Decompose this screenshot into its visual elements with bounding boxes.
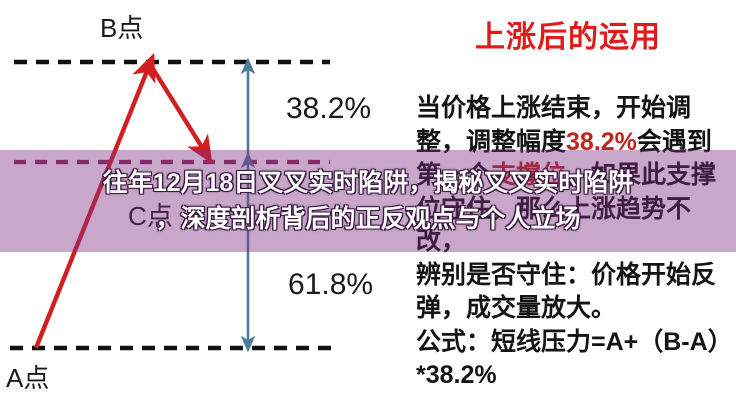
annotation-61-8-percent: 61.8% (288, 268, 374, 301)
body-line-7: 公式：短线压力=A+（B-A） (416, 326, 734, 359)
chart-canvas (10, 52, 332, 353)
body-line-4: 位守住，那么上涨趋势不改， (416, 193, 734, 258)
body-line-7-text: 公式：短线压力=A+（B-A） (416, 327, 733, 356)
fibonacci-retracement-chart: B点 C点 A点 38.2% 61.8% (6, 13, 374, 393)
label-b-point: B点 (100, 13, 144, 43)
body-line-3-prefix: 第一个 (416, 161, 492, 189)
body-line-4-text: 位守住，那么上涨趋势不改， (416, 194, 692, 256)
body-line-3-highlight: 支撑位 (491, 161, 567, 189)
body-line-2-highlight: 38.2% (566, 127, 637, 156)
body-line-8-text: *38.2% (416, 361, 497, 389)
body-line-6: 弹，成交量放大。 (416, 292, 734, 325)
label-a-point: A点 (6, 363, 50, 393)
body-line-3-suffix: ，如果此支撑 (566, 161, 717, 189)
article-headline: 上涨后的运用 (475, 21, 661, 54)
body-line-1-text: 当价格上涨结束，开始调 (416, 94, 692, 122)
body-line-5-text: 辨别是否守住：价格开始反 (416, 260, 717, 289)
price-fall-arrow (148, 62, 213, 164)
label-c-point: C点 (128, 201, 173, 231)
body-line-5: 辨别是否守住：价格开始反 (416, 259, 734, 292)
body-line-2: 整，调整幅度38.2%会遇到 (416, 126, 734, 159)
body-line-2-suffix: 会遇到 (636, 127, 712, 156)
article-text-panel: 上涨后的运用 当价格上涨结束，开始调 整，调整幅度38.2%会遇到 第一个支撑位… (400, 0, 736, 400)
body-line-2-prefix: 整，调整幅度 (416, 127, 567, 156)
body-line-3: 第一个支撑位，如果此支撑 (416, 159, 734, 192)
body-line-1: 当价格上涨结束，开始调 (416, 92, 734, 125)
price-rise-arrow (33, 52, 156, 349)
overlay-banner-background (0, 150, 736, 252)
annotation-38-2-percent: 38.2% (286, 92, 372, 125)
body-line-8: *38.2% (416, 359, 734, 392)
article-body: 当价格上涨结束，开始调 整，调整幅度38.2%会遇到 第一个支撑位，如果此支撑 … (416, 92, 734, 393)
body-line-6-text: 弹，成交量放大。 (416, 294, 617, 322)
